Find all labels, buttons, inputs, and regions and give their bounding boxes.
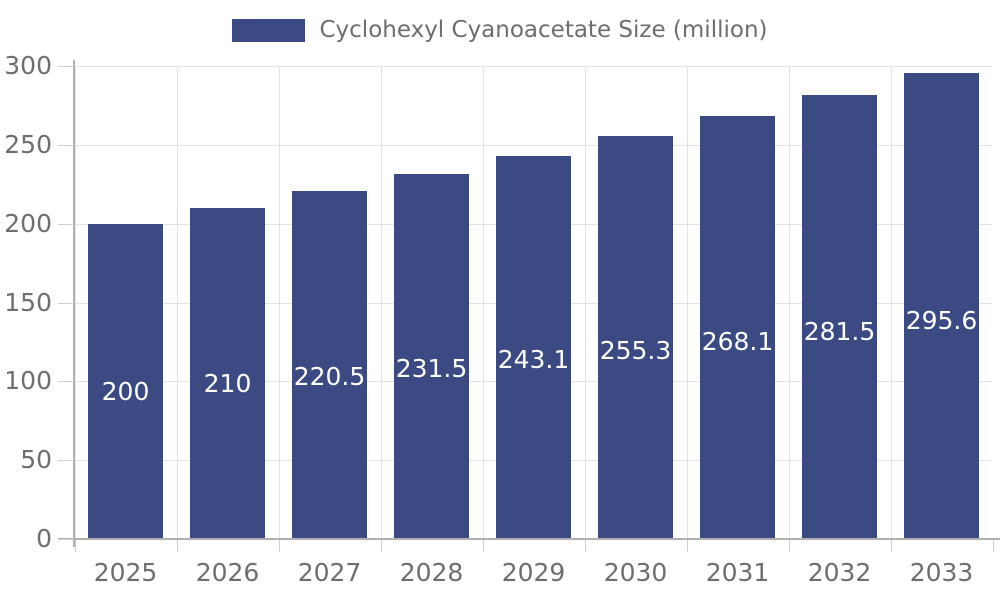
bar[interactable] [904, 72, 979, 539]
x-tick-label: 2030 [603, 558, 668, 587]
bar[interactable] [394, 174, 469, 539]
bar-value-label: 281.5 [803, 316, 876, 346]
x-tick-mark [278, 540, 280, 552]
y-tick-label: 250 [4, 129, 52, 159]
x-tick-mark [482, 540, 484, 552]
y-tick-mark [58, 223, 74, 225]
x-tick-label: 2031 [705, 558, 770, 587]
gridline-vertical [482, 66, 484, 539]
x-tick-mark [74, 540, 76, 552]
gridline-vertical [278, 66, 280, 539]
gridline-horizontal [74, 66, 992, 67]
x-tick-label: 2026 [195, 558, 260, 587]
bar[interactable] [190, 207, 265, 539]
bar-value-label: 200 [101, 376, 150, 406]
x-tick-mark [686, 540, 688, 552]
bar[interactable] [700, 116, 775, 539]
x-tick-label: 2025 [93, 558, 158, 587]
legend-item-cyclohexyl-cyanoacetate-size[interactable]: Cyclohexyl Cyanoacetate Size (million) [232, 16, 768, 43]
x-axis-spine [58, 538, 1000, 540]
bar-value-label: 268.1 [701, 326, 774, 356]
gridline-vertical [74, 66, 76, 539]
y-tick-label: 50 [20, 445, 52, 475]
bar-value-label: 243.1 [497, 345, 570, 374]
bar[interactable] [598, 136, 673, 539]
x-tick-label: 2027 [297, 558, 362, 587]
y-tick-mark [58, 539, 74, 540]
y-tick-label: 100 [4, 366, 52, 396]
x-tick-mark [176, 540, 178, 552]
y-axis-spine [73, 60, 75, 547]
x-tick-mark [992, 540, 994, 552]
bar-value-label: 295.6 [905, 306, 978, 336]
x-tick-label: 2032 [807, 558, 872, 587]
gridline-vertical [176, 66, 178, 539]
y-tick-mark [58, 66, 74, 67]
gridline-vertical [584, 66, 586, 539]
bar-value-label: 231.5 [395, 353, 468, 383]
x-tick-mark [788, 540, 790, 552]
y-tick-label: 150 [4, 287, 52, 317]
x-tick-label: 2033 [909, 558, 974, 587]
gridline-vertical [380, 66, 382, 539]
y-tick-label: 300 [4, 51, 52, 80]
y-tick-mark [58, 460, 74, 462]
bar[interactable] [292, 191, 367, 539]
x-tick-mark [380, 540, 382, 552]
bar[interactable] [88, 223, 163, 539]
x-tick-mark [890, 540, 892, 552]
x-tick-label: 2029 [501, 558, 566, 587]
x-tick-mark [584, 540, 586, 552]
y-tick-label: 0 [36, 524, 52, 553]
bar[interactable] [802, 95, 877, 539]
chart-legend: Cyclohexyl Cyanoacetate Size (million) [0, 10, 1000, 50]
bar-value-label: 220.5 [293, 361, 366, 391]
gridline-vertical [890, 66, 892, 539]
x-tick-label: 2028 [399, 558, 464, 587]
gridline-vertical [788, 66, 790, 539]
gridline-vertical [686, 66, 688, 539]
y-tick-mark [58, 144, 74, 146]
y-tick-label: 200 [4, 208, 52, 238]
plot-area: 200 210 220.5 231.5 243.1 255.3 268.1 281.5 295.… [74, 66, 992, 540]
y-tick-mark [58, 381, 74, 383]
y-tick-mark [58, 302, 74, 304]
legend-item-label: Cyclohexyl Cyanoacetate Size (million) [319, 16, 768, 43]
bar-value-label: 255.3 [599, 336, 672, 366]
gridline-horizontal [74, 144, 992, 146]
bar-value-label: 210 [203, 369, 252, 399]
legend-swatch-icon [232, 18, 306, 42]
bar[interactable] [496, 155, 571, 539]
